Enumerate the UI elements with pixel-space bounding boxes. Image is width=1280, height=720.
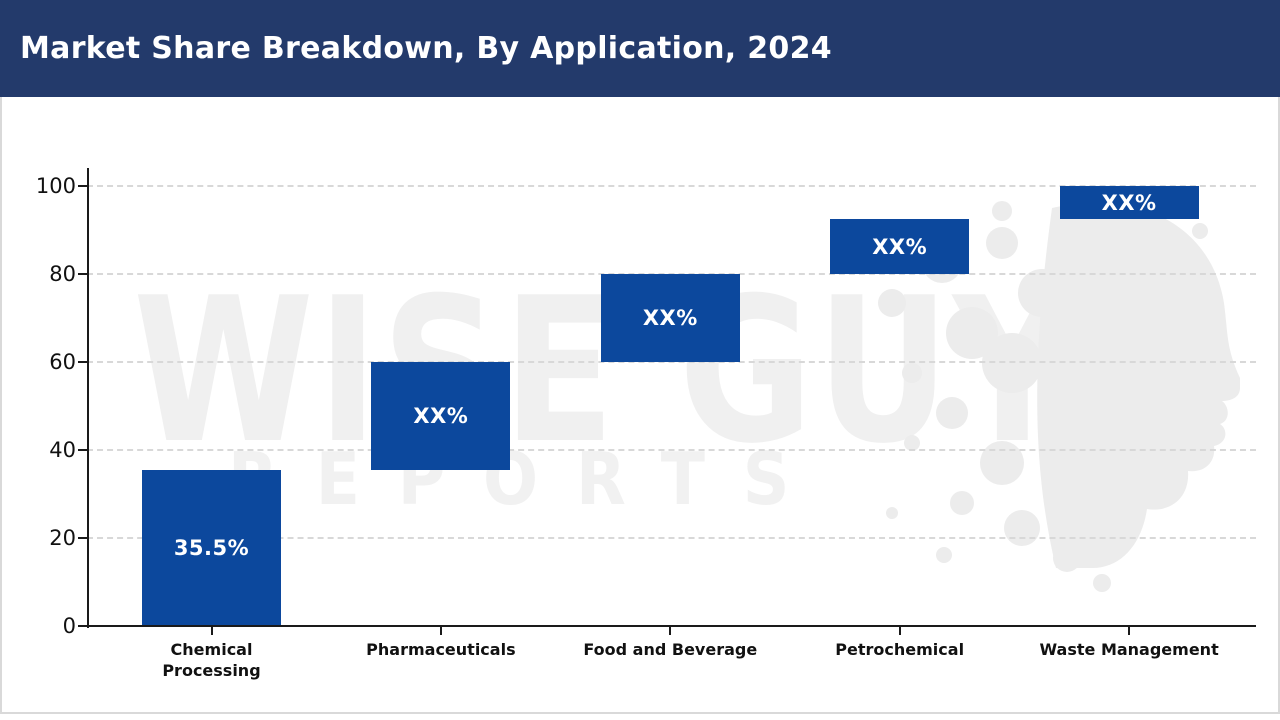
x-category-label: Food and Beverage (583, 640, 758, 659)
gridline (87, 449, 1256, 451)
bar-value-label: XX% (642, 306, 698, 330)
x-tick-mark (210, 627, 213, 635)
y-tick-mark (78, 361, 87, 363)
chart-title: Market Share Breakdown, By Application, … (20, 31, 832, 66)
x-tick-mark (439, 627, 442, 635)
watermark-head-icon (878, 193, 1240, 592)
x-tick-mark (1128, 627, 1131, 635)
bar: XX% (600, 274, 740, 362)
gridline (87, 185, 1256, 187)
x-category-label: Waste Management (1039, 640, 1219, 659)
gridline (87, 537, 1256, 539)
y-tick-label: 0 (62, 614, 76, 638)
x-tick-mark (898, 627, 901, 635)
x-category-label: Pharmaceuticals (366, 640, 516, 659)
bar-value-label: XX% (872, 234, 928, 259)
y-tick-label: 60 (49, 350, 76, 374)
x-tick-mark (669, 627, 672, 635)
bar: XX% (371, 362, 511, 470)
bar-value-label: XX% (413, 403, 469, 428)
header-bar: Market Share Breakdown, By Application, … (0, 0, 1280, 97)
y-tick-label: 40 (49, 438, 76, 462)
bar: XX% (1059, 186, 1199, 219)
gridline (87, 361, 1256, 363)
y-tick-label: 100 (35, 174, 76, 198)
bar-value-label: XX% (1101, 190, 1157, 215)
y-tick-mark (78, 537, 87, 539)
y-tick-label: 20 (49, 526, 76, 550)
y-tick-mark (78, 273, 87, 275)
watermark-subtext: REPORTS (228, 437, 828, 521)
x-category-label: Petrochemical (835, 640, 965, 659)
bar: XX% (830, 219, 970, 274)
y-tick-mark (78, 185, 87, 187)
x-category-label: Chemical Processing (162, 640, 261, 680)
y-tick-label: 80 (49, 262, 76, 286)
x-axis-spine (87, 625, 1256, 627)
bar-value-label: 35.5% (173, 535, 250, 560)
bar: 35.5% (142, 469, 281, 626)
y-tick-mark (78, 625, 87, 627)
y-axis-spine (87, 168, 89, 628)
y-tick-mark (78, 449, 87, 451)
